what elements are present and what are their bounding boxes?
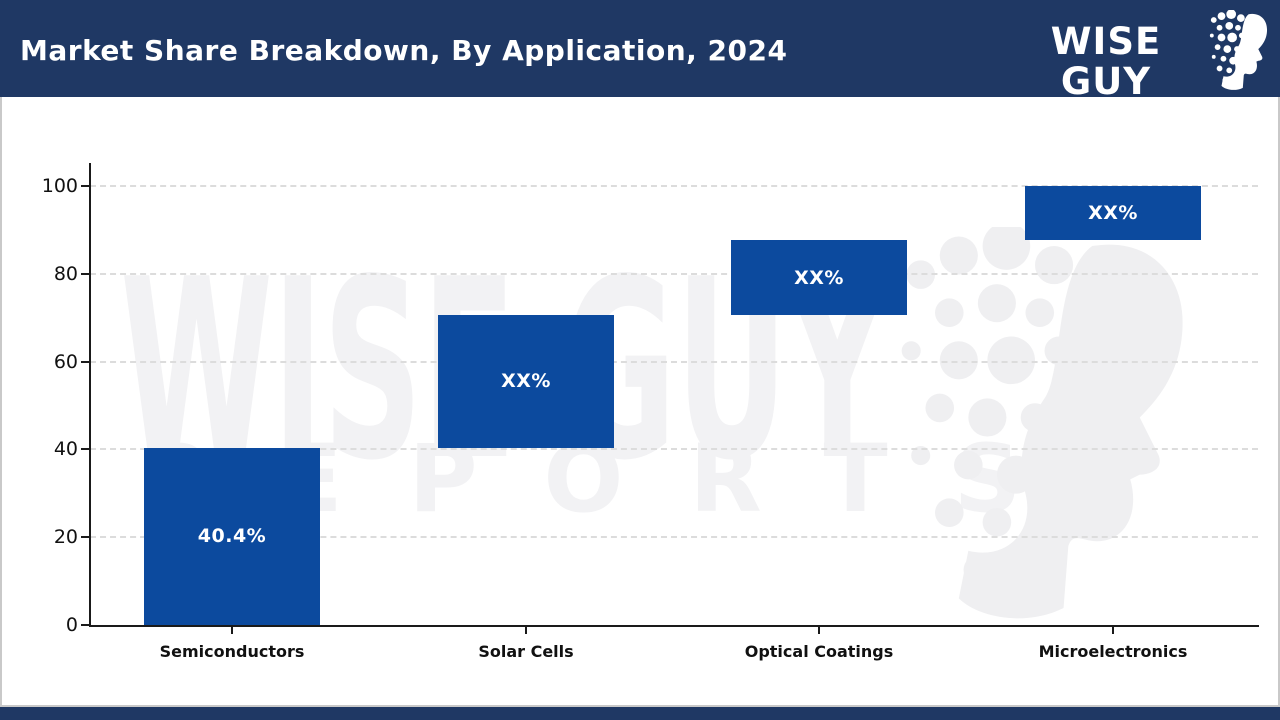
x-tick-3 <box>818 627 820 634</box>
bar-microelectronics: XX% <box>1025 186 1201 240</box>
plot: 0 20 40 60 80 100 40.4% XX% XX% XX% Semiconductors… <box>2 97 1278 705</box>
x-tick-1 <box>231 627 233 634</box>
gridline-20 <box>90 536 1258 539</box>
y-tick-label-20: 20 <box>53 526 78 549</box>
bar-value-label-microelectronics: XX% <box>1088 201 1138 224</box>
logo-wiseguy-text: WISE GUY <box>1050 20 1162 103</box>
x-tick-2 <box>525 627 527 634</box>
logo-face-dots-icon <box>1209 10 1268 90</box>
y-tick-label-60: 60 <box>53 350 78 373</box>
bar-value-label-optical-coatings: XX% <box>794 266 844 289</box>
x-category-label-3: Optical Coatings <box>744 642 894 661</box>
y-tick-60 <box>81 360 89 363</box>
watermark-face-dots-icon <box>901 227 1183 619</box>
y-tick-label-40: 40 <box>53 438 78 461</box>
y-tick-20 <box>81 536 89 539</box>
x-tick-4 <box>1112 627 1114 634</box>
bar-semiconductors: 40.4% <box>144 447 320 625</box>
y-tick-0 <box>81 624 89 626</box>
y-tick-40 <box>81 448 89 451</box>
footer-bar <box>0 707 1280 720</box>
bar-optical-coatings: XX% <box>731 239 907 316</box>
chart-area: WISE GUY REPORTS 0 20 40 60 80 100 40.4% XX% XX%… <box>0 97 1280 707</box>
y-tick-label-0: 0 <box>65 614 78 636</box>
bar-solar-cells: XX% <box>438 315 614 448</box>
brand-logo: WISE GUY REPORTS <box>1010 6 1268 120</box>
y-tick-label-80: 80 <box>53 262 78 285</box>
x-axis-spine <box>89 625 1259 627</box>
gridline-80 <box>90 272 1258 275</box>
chart-header: Market Share Breakdown, By Application, … <box>0 0 1280 120</box>
y-axis-spine <box>89 163 91 627</box>
x-category-label-4: Microelectronics <box>1038 642 1188 661</box>
bar-value-label-semiconductors: 40.4% <box>197 525 267 548</box>
bar-value-label-solar-cells: XX% <box>501 370 551 393</box>
page-title: Market Share Breakdown, By Application, … <box>20 34 788 67</box>
y-tick-100 <box>81 185 89 187</box>
gridline-40 <box>90 448 1258 451</box>
y-tick-label-100: 100 <box>41 175 78 197</box>
gridline-60 <box>90 360 1258 363</box>
x-category-label-2: Solar Cells <box>478 642 574 661</box>
y-tick-80 <box>81 272 89 275</box>
gridline-100 <box>90 185 1258 187</box>
x-category-label-1: Semiconductors <box>159 642 305 661</box>
